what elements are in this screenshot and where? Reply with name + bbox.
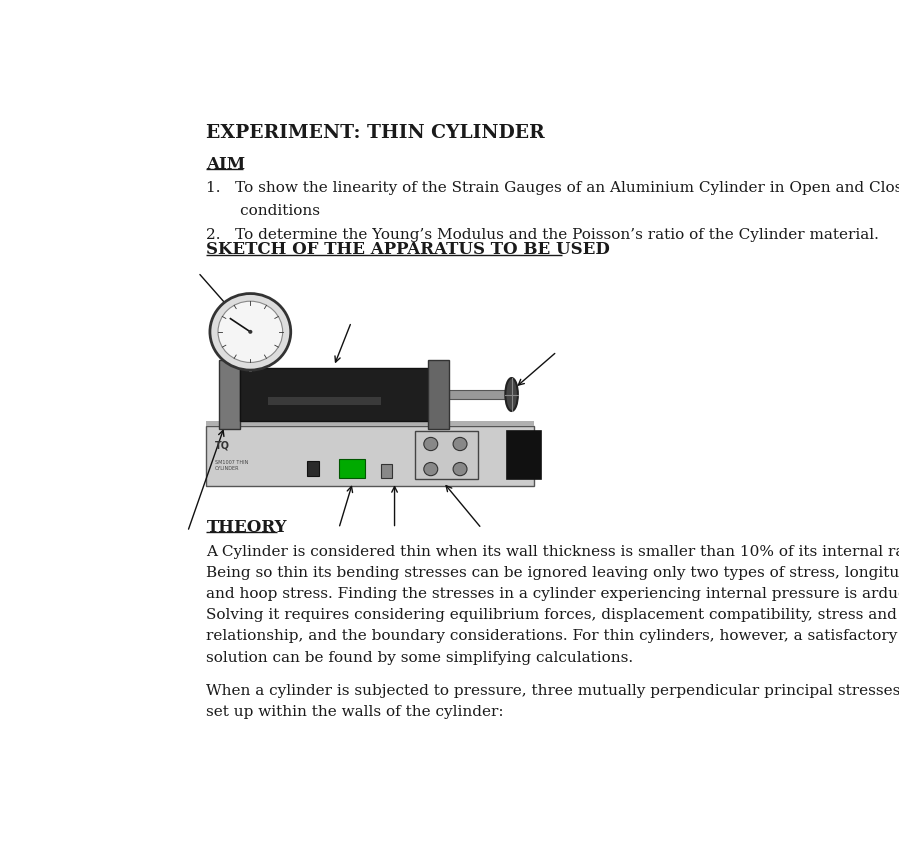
Text: SKETCH OF THE APPARATUS TO BE USED: SKETCH OF THE APPARATUS TO BE USED [207,242,610,259]
Bar [415,431,478,479]
Text: When a cylinder is subjected to pressure, three mutually perpendicular principal: When a cylinder is subjected to pressure… [207,684,899,698]
Ellipse shape [423,463,438,476]
Text: A Cylinder is considered thin when its wall thickness is smaller than 10% of its: A Cylinder is considered thin when its w… [207,545,899,559]
Bar [449,390,508,399]
Bar [428,360,449,429]
Text: THEORY: THEORY [207,518,287,536]
Text: relationship, and the boundary considerations. For thin cylinders, however, a sa: relationship, and the boundary considera… [207,629,898,644]
Ellipse shape [453,437,467,451]
Bar [339,459,365,477]
Bar [307,461,318,476]
Text: 2.   To determine the Young’s Modulus and the Poisson’s ratio of the Cylinder ma: 2. To determine the Young’s Modulus and … [207,228,879,243]
Bar [507,431,541,479]
Ellipse shape [453,463,467,476]
Ellipse shape [218,301,282,363]
Ellipse shape [505,378,518,411]
Ellipse shape [423,437,438,451]
Bar [219,360,240,429]
Ellipse shape [248,330,253,334]
Ellipse shape [209,294,290,370]
Text: AIM: AIM [207,156,245,172]
Text: Solving it requires considering equilibrium forces, displacement compatibility, : Solving it requires considering equilibr… [207,608,899,622]
Text: set up within the walls of the cylinder:: set up within the walls of the cylinder: [207,704,504,719]
Text: conditions: conditions [207,205,320,219]
Bar [240,369,428,421]
Text: TQ: TQ [215,441,230,451]
Text: and hoop stress. Finding the stresses in a cylinder experiencing internal pressu: and hoop stress. Finding the stresses in… [207,587,899,602]
Bar [268,397,380,405]
Bar [207,421,534,426]
Bar [380,464,392,477]
Text: Being so thin its bending stresses can be ignored leaving only two types of stre: Being so thin its bending stresses can b… [207,566,899,580]
Text: SM1007 THIN
CYLINDER: SM1007 THIN CYLINDER [215,460,248,471]
Bar [207,426,534,486]
Text: EXPERIMENT: THIN CYLINDER: EXPERIMENT: THIN CYLINDER [207,124,545,142]
Text: solution can be found by some simplifying calculations.: solution can be found by some simplifyin… [207,650,634,664]
Text: 1.   To show the linearity of the Strain Gauges of an Aluminium Cylinder in Open: 1. To show the linearity of the Strain G… [207,181,899,195]
